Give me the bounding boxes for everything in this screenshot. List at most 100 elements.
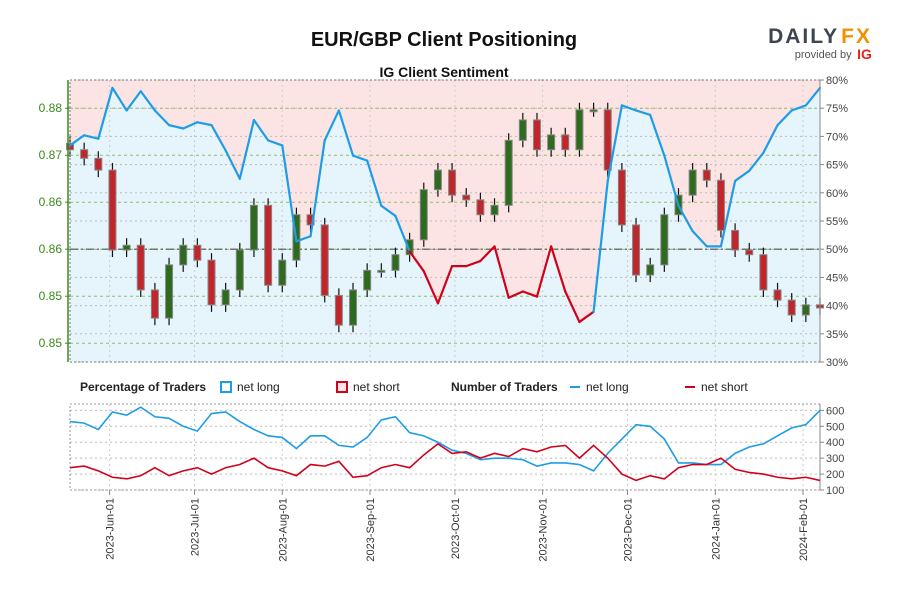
candle-body: [462, 194, 471, 201]
sentiment-line-segment: [167, 124, 185, 130]
price-tick-label: 0.88: [39, 101, 63, 115]
sentiment-line-segment: [465, 259, 482, 268]
sentiment-line-segment: [408, 250, 425, 273]
candle-body: [108, 169, 117, 251]
sentiment-line-segment: [634, 109, 652, 117]
sentiment-line-segment: [252, 118, 270, 142]
candle-body: [716, 179, 725, 231]
candle-body: [532, 119, 541, 151]
date-tick-label: 2024-Feb-01: [798, 498, 810, 561]
dailyfx-logo: DAILY FX provided by IG: [768, 25, 872, 62]
legend-pct-short: net short: [353, 380, 400, 394]
sentiment-line-segment: [436, 265, 454, 305]
candle-body: [122, 244, 131, 251]
sentiment-line-segment: [309, 139, 326, 238]
candle-body: [405, 239, 414, 256]
logo-brand-dark: DAILY: [768, 25, 839, 48]
candle-body: [504, 139, 513, 206]
candle-body: [165, 264, 174, 319]
price-tick-label: 0.85: [39, 336, 63, 350]
candle-body: [278, 259, 287, 286]
candle-body: [391, 254, 400, 271]
sentiment-line-segment: [507, 290, 524, 299]
chart-title: EUR/GBP Client Positioning: [311, 29, 577, 51]
candle-body: [363, 269, 372, 291]
candle-body: [249, 204, 258, 251]
sentiment-line-segment: [182, 121, 199, 130]
candle-body: [731, 229, 740, 251]
sentiment-line-segment: [663, 154, 680, 207]
sentiment-line-segment: [578, 310, 595, 324]
logo-partner: IG: [857, 46, 872, 62]
sentiment-line-segment: [68, 134, 86, 147]
legend-num-short: net short: [701, 380, 748, 394]
sentiment-line-segment: [394, 214, 411, 253]
sentiment-line-segment: [776, 109, 793, 127]
sentiment-line-segment: [762, 124, 779, 154]
candle-body: [349, 289, 358, 326]
candle-body: [547, 134, 556, 151]
candle-body: [419, 189, 428, 241]
sentiment-line-segment: [606, 104, 623, 183]
date-tick-label: 2023-Jul-01: [190, 498, 202, 556]
candle-body: [518, 119, 527, 141]
sentiment-line-segment: [125, 90, 142, 112]
candle-body: [476, 199, 485, 216]
candle-body: [264, 204, 273, 286]
legend-pct-title: Percentage of Traders: [80, 380, 206, 394]
sentiment-line-segment: [337, 109, 355, 157]
traders-long-line: [69, 406, 821, 472]
sentiment-line-segment: [649, 113, 666, 157]
sentiment-line-segment: [224, 149, 241, 180]
sentiment-line-segment: [380, 204, 397, 218]
logo-provided-by: provided by: [795, 49, 852, 61]
traders-short-line: [69, 442, 821, 482]
legend-num-long: net long: [586, 380, 629, 394]
sentiment-line-segment: [804, 86, 822, 107]
candle-body: [448, 169, 457, 196]
legend-pct-long-swatch: [220, 381, 232, 393]
date-tick-label: 2023-Nov-01: [538, 498, 550, 562]
date-tick-label: 2024-Jan-01: [710, 498, 722, 560]
sentiment-line-segment: [238, 118, 256, 180]
sentiment-line-segment: [210, 124, 227, 152]
sentiment-line-segment: [295, 235, 312, 243]
sentiment-line-segment: [366, 159, 383, 207]
pct-tick-label: 70%: [826, 131, 848, 143]
traders-tick-label: 100: [826, 485, 844, 497]
date-tick-label: 2023-Oct-01: [450, 498, 462, 559]
pct-tick-label: 65%: [826, 160, 848, 172]
candle-body: [377, 269, 386, 273]
sentiment-line-segment: [111, 86, 128, 112]
sentiment-line-segment: [267, 139, 284, 147]
sentiment-line-segment: [479, 245, 496, 263]
pct-tick-label: 80%: [826, 75, 848, 87]
date-tick-label: 2023-Sep-01: [365, 498, 377, 562]
traders-panel: 600 500 400 300 200 100 2023-Jun-01 2023-Jul-01…: [69, 403, 844, 562]
long-zone-area: [70, 87, 820, 363]
candle-body: [801, 304, 810, 316]
traders-tick-label: 400: [826, 437, 844, 449]
logo-brand-accent: FX: [841, 25, 872, 48]
price-tick-label: 0.87: [39, 148, 63, 162]
sentiment-line-segment: [550, 245, 567, 293]
price-tick-label: 0.86: [39, 242, 63, 256]
pct-tick-label: 55%: [826, 216, 848, 228]
sentiment-line-segment: [281, 144, 298, 243]
legend-num-title: Number of Traders: [451, 380, 558, 394]
candle-body: [632, 224, 641, 276]
candle-body: [561, 134, 570, 151]
sentiment-line-segment: [139, 90, 157, 112]
price-tick-label: 0.85: [39, 289, 63, 303]
candle-body: [603, 109, 612, 171]
legend-pct-short-swatch: [336, 381, 348, 393]
sentiment-line-segment: [323, 109, 340, 142]
candle-body: [688, 169, 697, 196]
candle-body: [179, 244, 188, 266]
sentiment-line-segment: [748, 151, 765, 172]
candle-body: [334, 294, 343, 326]
legend-pct-long: net long: [237, 380, 280, 394]
pct-tick-label: 45%: [826, 272, 848, 284]
candle-body: [207, 259, 216, 306]
